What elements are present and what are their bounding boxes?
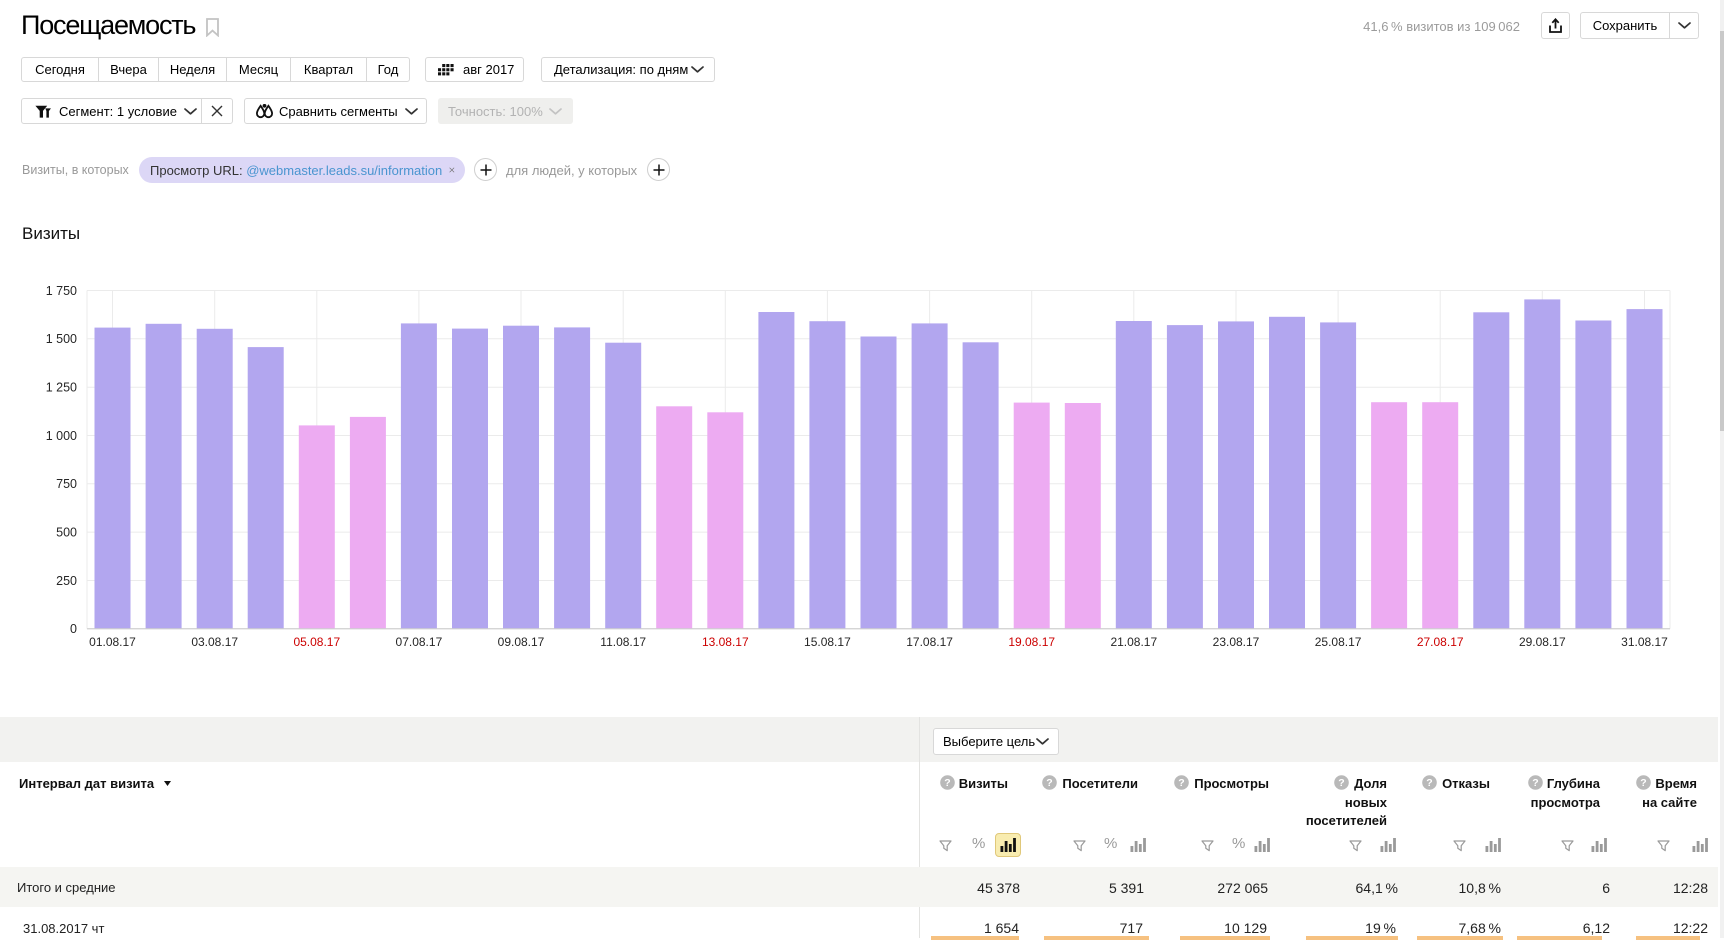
svg-text:?: ? [1046,777,1052,789]
svg-text:23.08.17: 23.08.17 [1213,635,1260,649]
svg-text:17.08.17: 17.08.17 [906,635,953,649]
svg-text:1 500: 1 500 [46,332,77,346]
svg-text:31.08.17: 31.08.17 [1621,635,1668,649]
svg-text:1 000: 1 000 [46,429,77,443]
svg-text:03.08.17: 03.08.17 [191,635,238,649]
svg-text:21.08.17: 21.08.17 [1110,635,1157,649]
svg-text:0: 0 [70,622,77,636]
svg-text:?: ? [1532,777,1538,789]
svg-text:500: 500 [56,525,77,539]
svg-text:750: 750 [56,477,77,491]
svg-text:13.08.17: 13.08.17 [702,635,749,649]
svg-text:19.08.17: 19.08.17 [1008,635,1055,649]
svg-text:01.08.17: 01.08.17 [89,635,136,649]
svg-text:?: ? [1426,777,1432,789]
svg-text:?: ? [944,777,950,789]
svg-text:05.08.17: 05.08.17 [293,635,340,649]
svg-text:?: ? [1338,777,1344,789]
svg-text:07.08.17: 07.08.17 [396,635,443,649]
svg-text:27.08.17: 27.08.17 [1417,635,1464,649]
svg-text:09.08.17: 09.08.17 [498,635,545,649]
svg-text:25.08.17: 25.08.17 [1315,635,1362,649]
svg-text:?: ? [1640,777,1646,789]
svg-text:1 750: 1 750 [46,284,77,298]
svg-text:?: ? [1178,777,1184,789]
svg-text:1 250: 1 250 [46,381,77,395]
svg-text:250: 250 [56,574,77,588]
svg-text:29.08.17: 29.08.17 [1519,635,1566,649]
svg-text:15.08.17: 15.08.17 [804,635,851,649]
svg-text:11.08.17: 11.08.17 [600,635,646,649]
